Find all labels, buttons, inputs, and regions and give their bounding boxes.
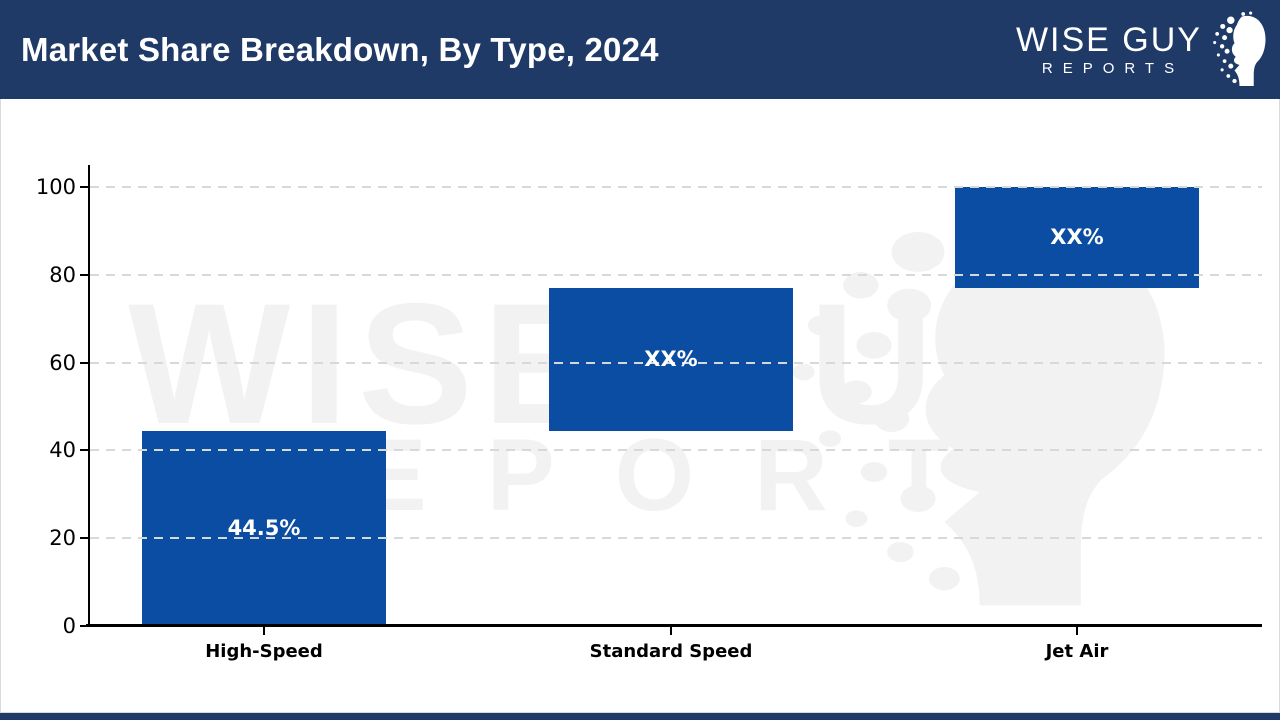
gridline-y-40	[90, 449, 1262, 452]
y-axis-tick	[80, 625, 90, 627]
gridline-y-60	[90, 361, 1262, 364]
y-axis-tick	[80, 537, 90, 540]
bar-jet-air	[955, 187, 1199, 288]
header-band: Market Share Breakdown, By Type, 2024 WI…	[0, 0, 1280, 99]
x-category-label: High-Speed	[205, 641, 323, 662]
bar-value-label: XX%	[1050, 225, 1104, 250]
y-axis-tick	[80, 186, 90, 188]
x-category-label: Standard Speed	[589, 641, 753, 662]
y-axis-tick	[80, 273, 90, 276]
y-tick-label: 60	[49, 350, 76, 375]
wiseguy-face-icon	[1213, 11, 1266, 86]
x-axis-spine	[86, 624, 1262, 627]
bar-high-speed	[142, 430, 386, 626]
logo-brand-name: WISE GUY	[1015, 21, 1202, 59]
x-axis-tick	[670, 626, 672, 635]
gridline-y-80	[90, 273, 1262, 276]
bar-value-label: 44.5%	[227, 516, 301, 541]
watermark-face-icon	[792, 228, 1165, 606]
y-axis-tick	[80, 361, 90, 364]
y-tick-label: 80	[49, 262, 76, 287]
wiseguy-logo: WISE GUY REPORTS	[1008, 6, 1268, 94]
chart-title: Market Share Breakdown, By Type, 2024	[21, 30, 659, 68]
bar-standard-speed	[549, 287, 793, 431]
y-tick-label: 0	[62, 614, 76, 638]
logo-brand-subtitle: REPORTS	[1041, 60, 1185, 77]
footer-accent-bar	[0, 713, 1280, 720]
y-axis-spine	[88, 165, 90, 627]
y-axis-tick	[80, 449, 90, 452]
page-left-border	[0, 99, 1, 712]
gridline-y-100	[90, 186, 1262, 188]
y-tick-label: 100	[35, 175, 76, 199]
y-tick-label: 20	[49, 526, 76, 551]
x-axis-tick	[1076, 626, 1078, 635]
page-bottom-border	[0, 712, 1280, 713]
wiseguy-logo-text: WISE GUY REPORTS	[1016, 22, 1202, 78]
x-category-label: Jet Air	[1045, 641, 1109, 662]
y-tick-label: 40	[49, 438, 76, 463]
x-axis-tick	[263, 626, 265, 635]
gridline-y-20	[90, 537, 1262, 540]
bar-value-label: XX%	[644, 347, 698, 372]
